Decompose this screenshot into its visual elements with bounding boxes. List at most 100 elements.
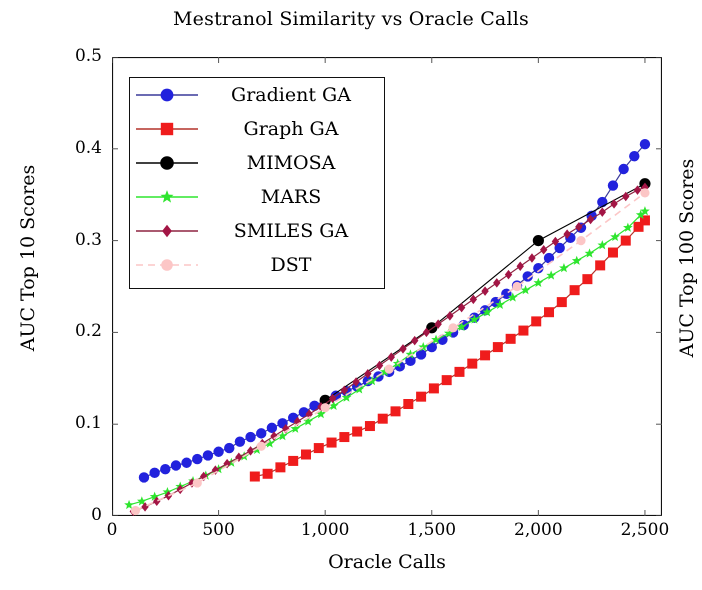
- x-tick-label: 1,000: [300, 520, 350, 540]
- legend-label: Gradient GA: [231, 84, 351, 106]
- data-point: [481, 286, 489, 296]
- data-point: [457, 302, 466, 313]
- data-point: [504, 269, 513, 280]
- y-tick-label: 0.4: [74, 137, 102, 158]
- data-point: [551, 236, 560, 247]
- data-point: [639, 139, 651, 150]
- data-point: [270, 431, 278, 441]
- x-tick-label: 1,500: [407, 520, 457, 540]
- data-point: [290, 423, 301, 433]
- data-point: [354, 384, 365, 394]
- x-tick-label: 2,500: [620, 520, 670, 540]
- data-point: [586, 214, 595, 225]
- data-point: [633, 185, 642, 195]
- data-point: [620, 235, 631, 246]
- data-point: [341, 392, 352, 402]
- data-point: [495, 299, 505, 309]
- legend-item-mars[interactable]: MARS: [130, 180, 384, 214]
- data-point: [199, 471, 208, 482]
- data-point: [211, 465, 220, 475]
- data-point: [275, 462, 286, 473]
- legend-item-smiles-ga[interactable]: SMILES GA: [130, 214, 384, 248]
- data-point: [532, 235, 544, 247]
- legend-item-mimosa[interactable]: MIMOSA: [130, 146, 384, 180]
- data-point: [364, 421, 375, 432]
- legend-item-dst[interactable]: DST: [130, 248, 384, 282]
- data-point: [516, 261, 524, 272]
- y-axis-label-left: AUC Top 10 Scores: [17, 164, 39, 352]
- data-point: [597, 240, 608, 250]
- data-point: [418, 341, 429, 352]
- data-point: [375, 360, 384, 371]
- data-point: [403, 399, 414, 410]
- data-point: [467, 358, 478, 369]
- data-point: [622, 191, 630, 202]
- data-point: [569, 285, 580, 296]
- data-point: [380, 366, 390, 376]
- data-point: [422, 327, 431, 338]
- data-point: [640, 188, 650, 198]
- data-point: [431, 334, 441, 344]
- legend-marker-diamond-icon: [136, 224, 198, 238]
- legend-item-gradient-ga[interactable]: Gradient GA: [130, 78, 384, 112]
- data-point: [411, 335, 419, 346]
- data-point: [443, 328, 454, 338]
- data-point: [528, 253, 536, 263]
- data-point: [531, 316, 542, 327]
- data-point: [328, 400, 339, 410]
- data-point: [234, 436, 246, 447]
- data-point: [339, 432, 350, 443]
- data-point: [492, 342, 503, 353]
- data-point: [507, 292, 518, 302]
- data-point: [266, 422, 278, 434]
- data-point: [213, 446, 224, 457]
- data-point: [340, 385, 349, 395]
- data-point: [428, 383, 439, 394]
- data-point: [512, 281, 522, 292]
- x-axis-label: Oracle Calls: [328, 551, 446, 573]
- legend-label: SMILES GA: [233, 220, 349, 242]
- data-point: [415, 349, 427, 360]
- data-point: [170, 460, 182, 471]
- data-point: [313, 443, 324, 454]
- data-point: [305, 409, 313, 419]
- data-point: [328, 393, 337, 404]
- y-tick-label: 0.1: [74, 413, 102, 434]
- data-point: [390, 406, 401, 417]
- data-point: [162, 487, 173, 497]
- legend-item-graph-ga[interactable]: Graph GA: [130, 112, 384, 146]
- data-point: [635, 209, 646, 220]
- data-point: [130, 505, 141, 516]
- data-point: [522, 271, 533, 282]
- legend-label: Graph GA: [243, 118, 339, 140]
- data-point: [556, 297, 567, 308]
- data-point: [520, 285, 531, 295]
- data-point: [563, 229, 571, 239]
- data-point: [448, 323, 458, 333]
- legend-label: MIMOSA: [246, 152, 336, 174]
- data-point: [544, 307, 555, 318]
- data-point: [543, 252, 555, 264]
- data-point: [364, 368, 372, 379]
- data-point: [533, 277, 544, 287]
- data-point: [149, 467, 160, 479]
- data-point: [610, 199, 618, 209]
- legend-label: MARS: [260, 186, 322, 208]
- data-point: [124, 499, 134, 510]
- legend-marker-circle-icon: [136, 259, 198, 271]
- data-point: [256, 428, 267, 439]
- series-dst: [130, 188, 650, 516]
- data-point: [575, 222, 583, 232]
- data-point: [192, 478, 202, 488]
- data-point: [559, 263, 569, 273]
- data-point: [456, 321, 467, 332]
- data-point: [316, 409, 326, 419]
- series-smiles-ga: [129, 182, 649, 516]
- y-axis-label-right: AUC Top 100 Scores: [676, 158, 698, 358]
- data-point: [181, 457, 192, 468]
- data-point: [162, 224, 172, 238]
- data-point: [441, 375, 452, 386]
- data-point: [582, 274, 593, 285]
- y-tick-label: 0.3: [74, 229, 102, 250]
- data-point: [546, 270, 556, 280]
